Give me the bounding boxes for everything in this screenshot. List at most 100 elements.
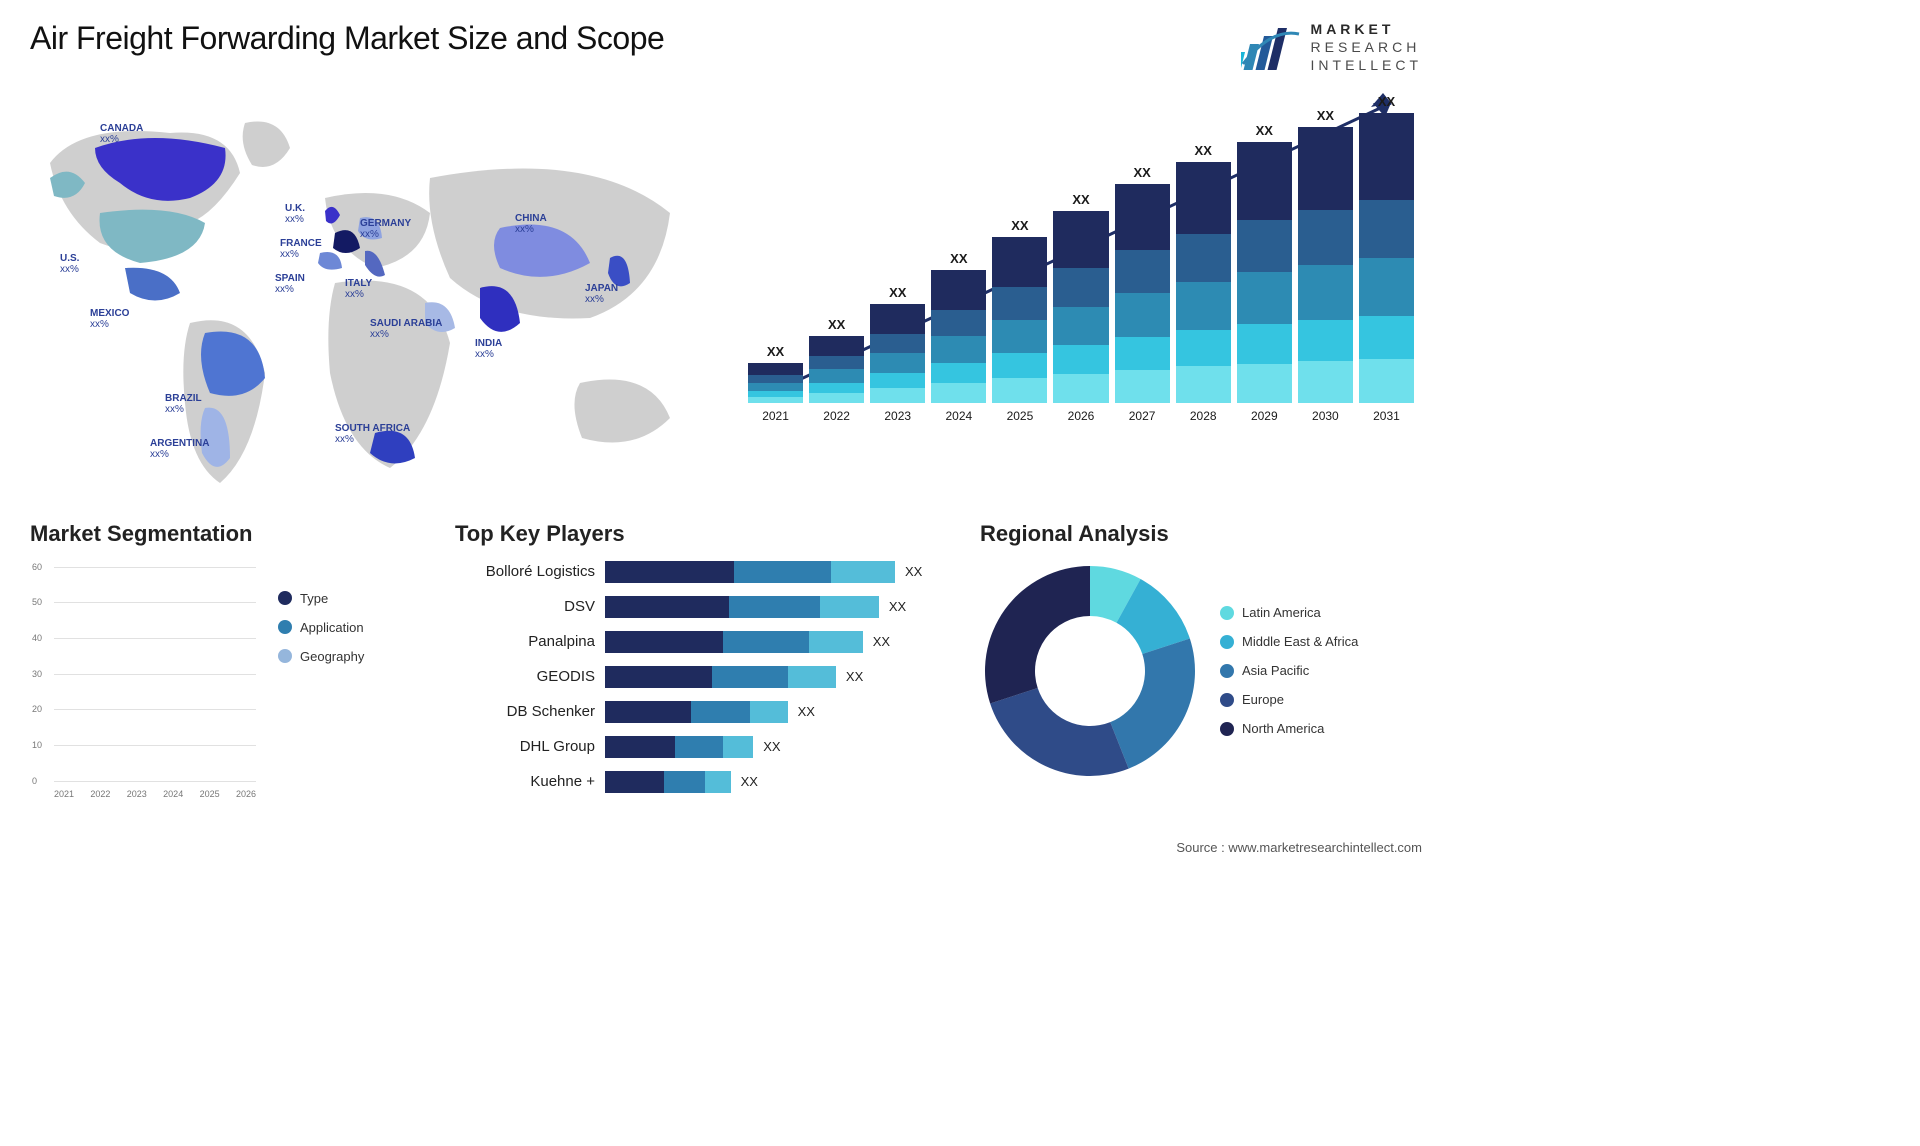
top-key-players-panel: Top Key Players Bolloré LogisticsDSVPana…: [455, 521, 955, 793]
player-value-label: XX: [798, 704, 815, 719]
seg-xtick: 2024: [163, 789, 183, 799]
map-label-italy: ITALYxx%: [345, 278, 372, 300]
map-label-u-s-: U.S.xx%: [60, 253, 79, 275]
map-label-saudi-arabia: SAUDI ARABIAxx%: [370, 318, 442, 340]
map-label-germany: GERMANYxx%: [360, 218, 411, 240]
player-value-label: XX: [873, 634, 890, 649]
growth-bar-2021: XX 2021: [748, 344, 803, 422]
player-bar-row: XX: [605, 631, 955, 653]
player-label: GEODIS: [455, 666, 595, 688]
growth-bar-year: 2027: [1129, 409, 1156, 423]
map-label-canada: CANADAxx%: [100, 123, 143, 145]
player-value-label: XX: [846, 669, 863, 684]
player-label: DSV: [455, 596, 595, 618]
growth-bar-year: 2022: [823, 409, 850, 423]
player-bar-row: XX: [605, 596, 955, 618]
growth-bar-year: 2025: [1007, 409, 1034, 423]
regional-legend-item: Asia Pacific: [1220, 663, 1358, 678]
growth-bar-2031: XX 2031: [1359, 94, 1414, 423]
growth-bar-2028: XX 2028: [1176, 143, 1231, 423]
growth-bar-2030: XX 2030: [1298, 108, 1353, 422]
seg-xtick: 2023: [127, 789, 147, 799]
seg-legend-item: Geography: [278, 649, 364, 664]
segmentation-legend: Type Application Geography: [278, 561, 364, 801]
seg-xtick: 2026: [236, 789, 256, 799]
logo-line1: MARKET: [1311, 20, 1422, 38]
player-value-label: XX: [741, 774, 758, 789]
seg-ytick: 40: [32, 633, 42, 643]
map-label-u-k-: U.K.xx%: [285, 203, 305, 225]
player-label: Kuehne +: [455, 771, 595, 793]
source-citation: Source : www.marketresearchintellect.com: [1176, 840, 1422, 855]
player-bar-row: XX: [605, 666, 955, 688]
growth-bar-year: 2031: [1373, 409, 1400, 423]
growth-bar-2029: XX2029: [1237, 123, 1292, 422]
growth-bar-chart: XX2021XX2022XX2023XX2024XX2025XX2026XX20…: [740, 93, 1422, 473]
player-label: DB Schenker: [455, 701, 595, 723]
growth-bar-value-label: XX: [767, 344, 784, 359]
growth-bar-year: 2024: [945, 409, 972, 423]
logo-line3: INTELLECT: [1311, 56, 1422, 74]
segmentation-title: Market Segmentation: [30, 521, 430, 547]
player-label: Bolloré Logistics: [455, 561, 595, 583]
growth-bar-value-label: XX: [828, 317, 845, 332]
logo-line2: RESEARCH: [1311, 38, 1422, 56]
growth-bar-year: 2026: [1068, 409, 1095, 423]
growth-bar-2025: XX 2025: [992, 218, 1047, 422]
seg-ytick: 50: [32, 597, 42, 607]
regional-legend-item: Europe: [1220, 692, 1358, 707]
player-bar-row: XX: [605, 561, 955, 583]
player-label: DHL Group: [455, 736, 595, 758]
players-bar-chart: XX XX XX XX XX XX XX: [605, 561, 955, 793]
growth-bar-year: 2029: [1251, 409, 1278, 423]
map-label-france: FRANCExx%: [280, 238, 322, 260]
map-label-india: INDIAxx%: [475, 338, 502, 360]
seg-ytick: 60: [32, 562, 42, 572]
map-label-argentina: ARGENTINAxx%: [150, 438, 209, 460]
growth-bar-value-label: XX: [1317, 108, 1334, 123]
growth-bar-value-label: XX: [1133, 165, 1150, 180]
growth-bar-2023: XX 2023: [870, 285, 925, 422]
growth-bar-value-label: XX: [1378, 94, 1395, 109]
player-value-label: XX: [905, 564, 922, 579]
seg-legend-item: Application: [278, 620, 364, 635]
player-bar-row: XX: [605, 736, 955, 758]
growth-bar-year: 2021: [762, 409, 789, 423]
regional-legend-item: North America: [1220, 721, 1358, 736]
map-label-china: CHINAxx%: [515, 213, 547, 235]
regional-title: Regional Analysis: [980, 521, 1422, 547]
player-bar-row: XX: [605, 771, 955, 793]
world-map: CANADAxx% U.S.xx% MEXICOxx% BRAZILxx% ARGENT…: [30, 93, 720, 493]
map-label-mexico: MEXICOxx%: [90, 308, 129, 330]
segmentation-chart: 202120222023202420252026 0102030405060: [30, 561, 260, 801]
regional-analysis-panel: Regional Analysis Latin AmericaMiddle Ea…: [980, 521, 1422, 781]
seg-xtick: 2022: [90, 789, 110, 799]
player-value-label: XX: [889, 599, 906, 614]
logo-bars-icon: [1241, 24, 1301, 70]
growth-bar-year: 2023: [884, 409, 911, 423]
seg-ytick: 30: [32, 669, 42, 679]
growth-bar-value-label: XX: [1011, 218, 1028, 233]
growth-bar-year: 2030: [1312, 409, 1339, 423]
player-bar-row: XX: [605, 701, 955, 723]
growth-bar-year: 2028: [1190, 409, 1217, 423]
player-label: Panalpina: [455, 631, 595, 653]
regional-donut-chart: [980, 561, 1200, 781]
growth-bar-2027: XX 2027: [1115, 165, 1170, 422]
market-segmentation-panel: Market Segmentation 2021 2022 2023 2024 2025…: [30, 521, 430, 801]
seg-xtick: 2021: [54, 789, 74, 799]
page-title: Air Freight Forwarding Market Size and S…: [30, 20, 664, 57]
map-label-south-africa: SOUTH AFRICAxx%: [335, 423, 410, 445]
growth-bar-value-label: XX: [950, 251, 967, 266]
growth-bar-value-label: XX: [1072, 192, 1089, 207]
map-label-spain: SPAINxx%: [275, 273, 305, 295]
player-value-label: XX: [763, 739, 780, 754]
growth-bar-value-label: XX: [889, 285, 906, 300]
seg-ytick: 10: [32, 740, 42, 750]
growth-bar-value-label: XX: [1195, 143, 1212, 158]
seg-ytick: 20: [32, 704, 42, 714]
seg-legend-item: Type: [278, 591, 364, 606]
map-label-brazil: BRAZILxx%: [165, 393, 202, 415]
regional-legend-item: Latin America: [1220, 605, 1358, 620]
seg-xtick: 2025: [200, 789, 220, 799]
